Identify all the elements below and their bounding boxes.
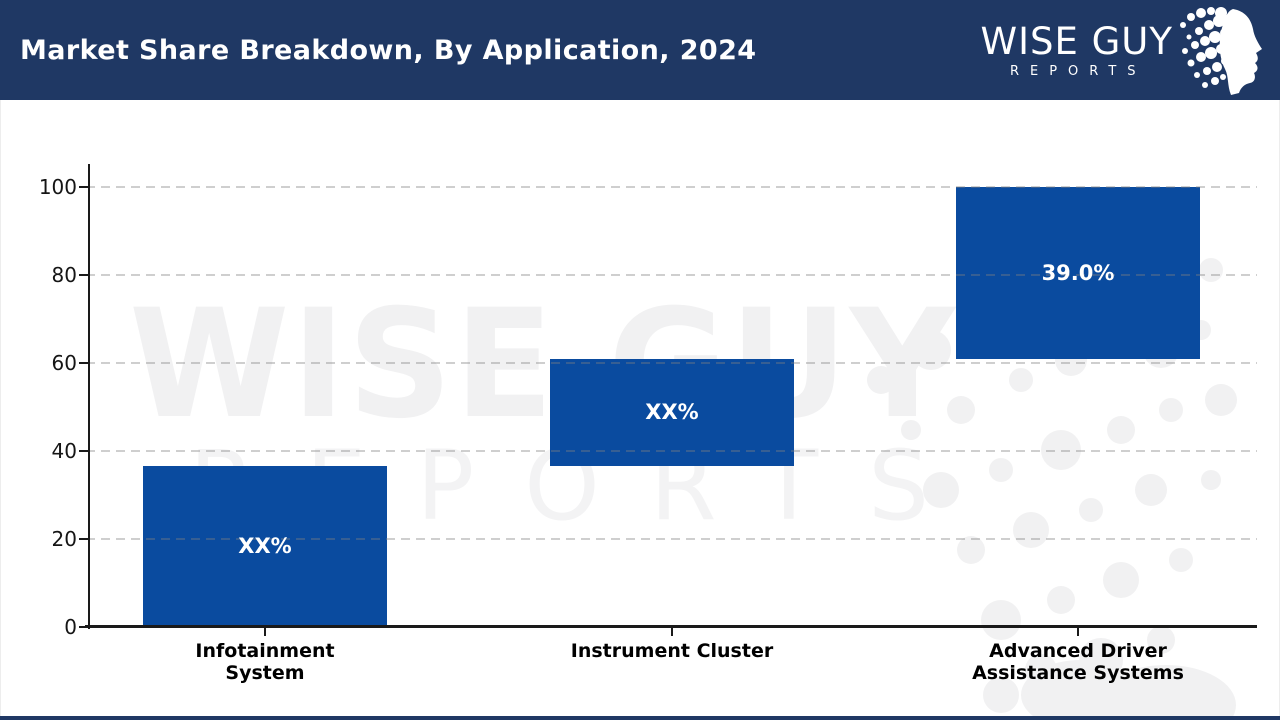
y-tick-label-20: 20 (51, 527, 77, 551)
bar-segment (143, 465, 387, 627)
gridline-100 (86, 186, 1257, 188)
x-axis-line (85, 625, 1257, 628)
category-label-line: Instrument Cluster (570, 640, 774, 662)
brand-logo: WISE GUY REPORTS (981, 5, 1270, 95)
footer-bar (0, 716, 1280, 720)
head-profile-dots-icon (1180, 7, 1262, 95)
x-tick (671, 628, 673, 636)
y-tick-60 (79, 362, 88, 364)
bar-segment (550, 358, 794, 466)
category-label-line: Advanced Driver (989, 640, 1167, 662)
category-label-line: Infotainment (195, 640, 335, 662)
bar-segment (956, 187, 1200, 359)
header-bar: Market Share Breakdown, By Application, … (0, 0, 1280, 100)
gridline-80 (86, 274, 1257, 276)
brand-logo-subtitle: REPORTS (1009, 63, 1147, 79)
bar-value-label: 39.0% (1041, 260, 1115, 285)
bar-value-label: XX% (238, 534, 292, 559)
x-tick (264, 628, 266, 636)
plot-area: WISE GUY REPORTS 0 20 40 60 80 100 XX% Infotain… (0, 100, 1280, 720)
y-tick-40 (79, 450, 88, 452)
bar-value-label: XX% (645, 400, 699, 425)
gridline-60 (86, 362, 1257, 364)
category-label-line: Assistance Systems (972, 662, 1184, 684)
y-tick-label-80: 80 (51, 263, 77, 287)
y-tick-0 (79, 626, 88, 628)
y-tick-label-0: 0 (64, 615, 77, 639)
category-label: Instrument Cluster (522, 640, 822, 662)
y-tick-80 (79, 274, 88, 276)
brand-logo-text: WISE GUY REPORTS (981, 23, 1173, 78)
watermark-wordmark: WISE GUY (129, 278, 957, 452)
gridline-40 (86, 450, 1257, 452)
y-tick-label-40: 40 (51, 439, 77, 463)
y-tick-20 (79, 538, 88, 540)
category-label: Infotainment System (115, 640, 415, 684)
gridline-20 (86, 538, 1257, 540)
category-label-line: System (225, 662, 305, 684)
x-tick (1077, 628, 1079, 636)
brand-logo-name: WISE GUY (980, 19, 1173, 63)
y-tick-label-100: 100 (38, 175, 77, 199)
y-axis-line (88, 164, 90, 629)
category-label: Advanced Driver Assistance Systems (928, 640, 1228, 684)
page-title: Market Share Breakdown, By Application, … (20, 34, 757, 66)
y-tick-label-60: 60 (51, 351, 77, 375)
y-tick-100 (79, 186, 88, 188)
